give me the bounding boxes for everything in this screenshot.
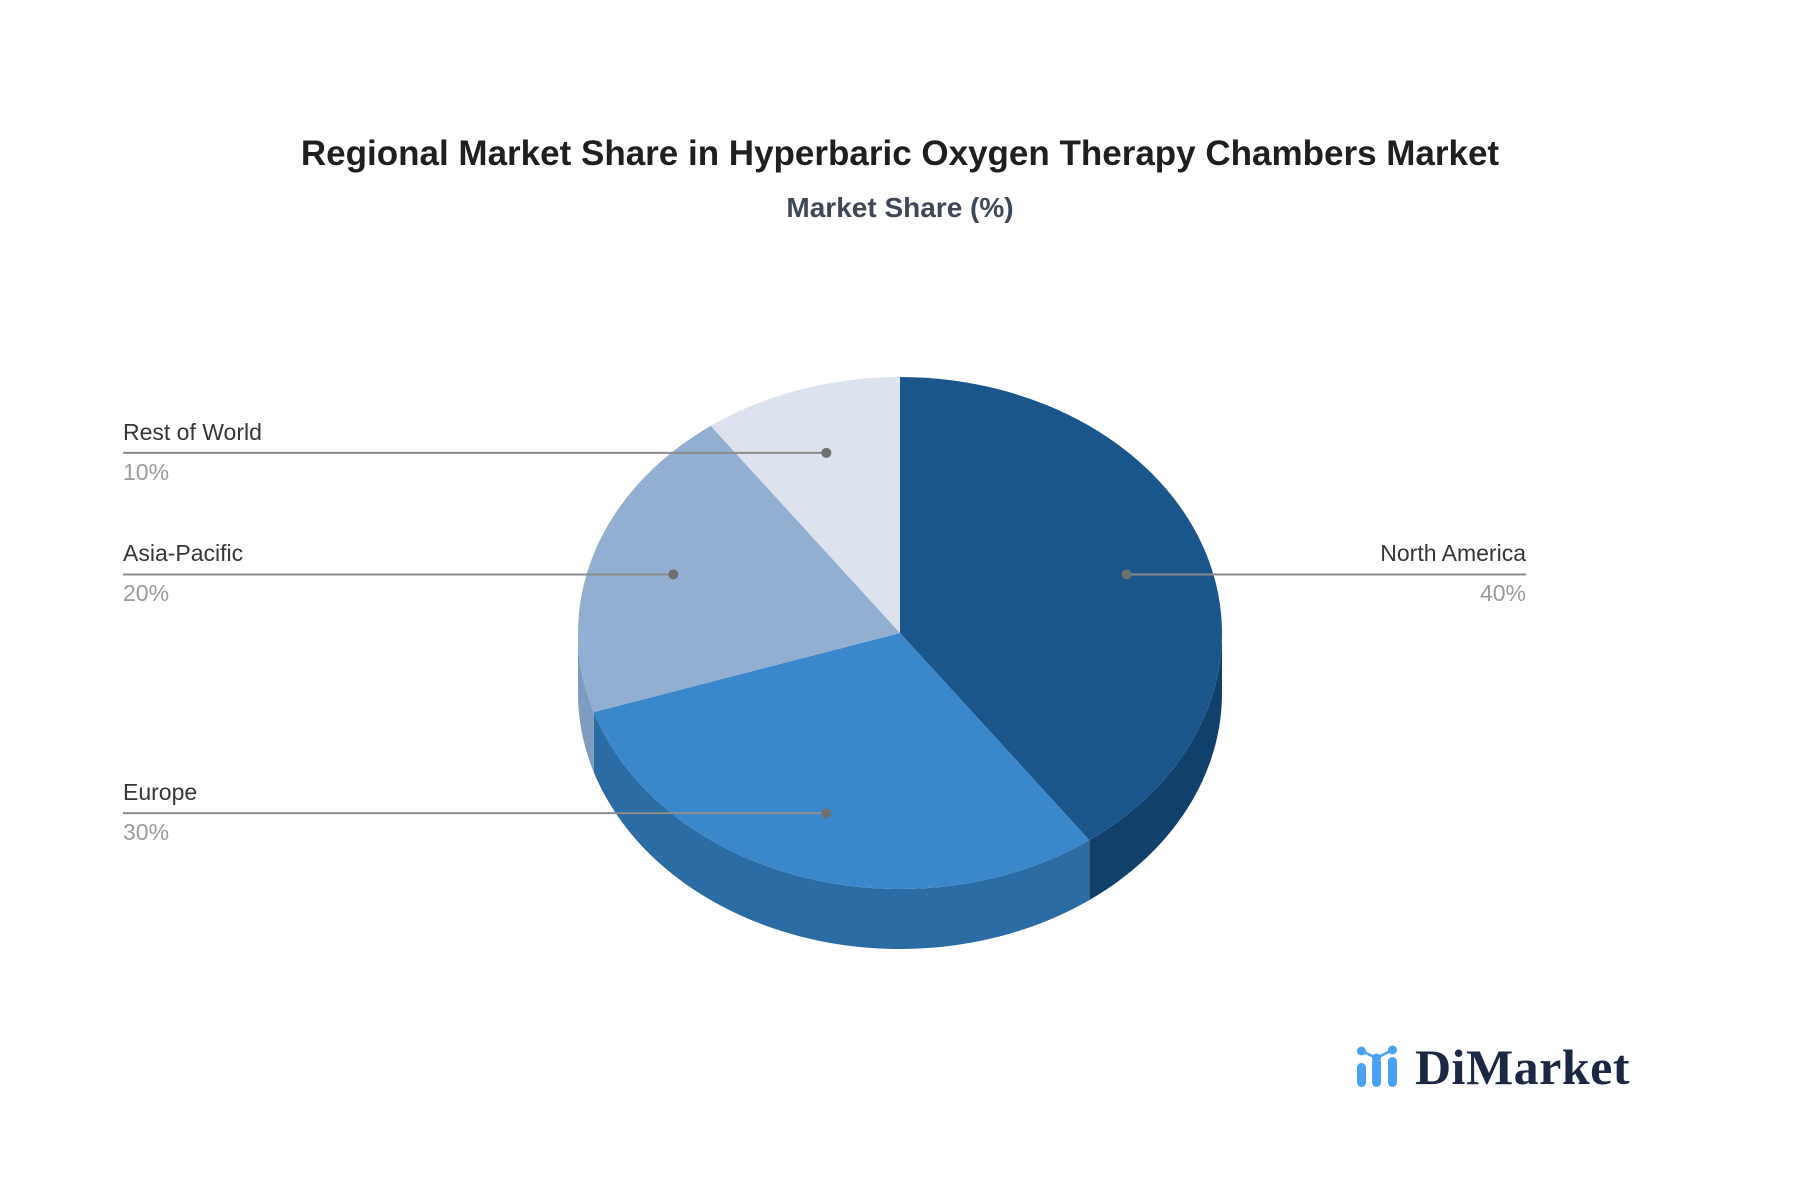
- slice-percentage: 40%: [1479, 580, 1526, 607]
- slice-percentage: 30%: [123, 819, 170, 846]
- dimarket-logo: DiMarket: [1354, 1038, 1630, 1096]
- logo-text: DiMarket: [1414, 1039, 1630, 1095]
- pie-slice-side-north-america: [1089, 633, 1222, 901]
- pie-slice-asia-pacific[interactable]: [578, 425, 900, 713]
- label-rest-of-world: Rest of World 10%: [123, 419, 262, 485]
- label-europe: Europe 30%: [123, 779, 197, 845]
- pie-slice-side-asia-pacific: [578, 633, 594, 773]
- pie-slice-rest-of-world[interactable]: [710, 377, 900, 633]
- slice-label: Rest of World: [123, 418, 262, 445]
- slice-label: North America: [1380, 540, 1526, 567]
- label-asia-pacific: Asia-Pacific 20%: [123, 540, 243, 606]
- pie-slice-side-europe: [593, 712, 1090, 949]
- pie-slice-north-america[interactable]: [900, 377, 1222, 841]
- leader-dot-europe: [821, 808, 832, 819]
- leader-dot-north-america: [1121, 569, 1132, 580]
- pie-slice-europe[interactable]: [593, 633, 1090, 889]
- bar-line-chart-icon: [1356, 1045, 1397, 1087]
- chart-title: Regional Market Share in Hyperbaric Oxyg…: [300, 134, 1500, 173]
- label-north-america: North America 40%: [1380, 540, 1526, 606]
- leader-dot-asia-pacific: [668, 569, 679, 580]
- leader-dot-rest-of-world: [821, 447, 832, 458]
- slice-label: Asia-Pacific: [123, 540, 244, 567]
- slice-percentage: 10%: [123, 458, 170, 485]
- chart-subtitle: Market Share (%): [786, 192, 1014, 223]
- slice-percentage: 20%: [123, 580, 170, 607]
- slice-label: Europe: [123, 779, 198, 806]
